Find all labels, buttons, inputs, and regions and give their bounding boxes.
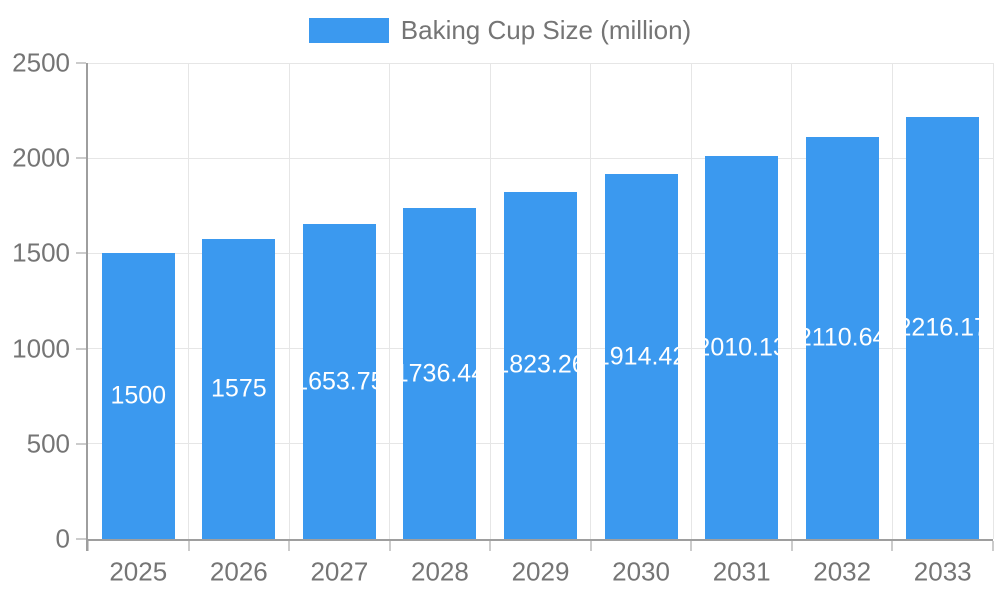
x-axis-tick (187, 541, 190, 551)
legend-label: Baking Cup Size (million) (400, 15, 692, 45)
y-axis-tick (76, 157, 86, 160)
y-gridline (88, 157, 993, 159)
x-gridline (188, 63, 190, 539)
x-axis-tick (790, 541, 793, 551)
bar[interactable]: 2010.13 (705, 156, 779, 539)
y-axis-tick-label: 2000 (12, 142, 70, 173)
bar-value-label: 1914.42 (605, 342, 678, 371)
x-axis-tick-label: 2025 (109, 556, 168, 587)
legend-swatch (308, 18, 389, 43)
x-gridline (992, 63, 994, 539)
x-axis-tick (489, 541, 492, 551)
x-gridline (791, 63, 793, 539)
y-axis-tick-label: 0 (55, 523, 70, 554)
x-axis-tick (992, 541, 994, 551)
x-gridline (590, 63, 592, 539)
x-gridline (891, 63, 893, 539)
y-axis-tick-label: 1000 (12, 333, 70, 364)
y-axis-tick-label: 1500 (12, 237, 70, 268)
bar[interactable]: 1575 (202, 239, 276, 539)
x-axis-tick-label: 2026 (209, 556, 268, 587)
x-gridline (389, 63, 391, 539)
bar-value-label: 1575 (211, 374, 267, 403)
bar-value-label: 1823.26 (504, 350, 577, 379)
bar-value-label: 2010.13 (705, 333, 778, 362)
bar-value-label: 1500 (110, 381, 167, 410)
bar[interactable]: 2110.64 (805, 137, 879, 539)
x-axis-tick-label: 2028 (411, 556, 469, 587)
bar-value-label: 1736.44 (403, 359, 476, 388)
bar[interactable]: 1914.42 (604, 174, 678, 539)
x-axis-tick-label: 2033 (913, 556, 972, 587)
x-axis-tick-label: 2032 (813, 556, 872, 587)
bar-value-label: 2110.64 (806, 323, 879, 352)
y-axis-tick (76, 538, 86, 540)
y-axis-tick (76, 62, 86, 64)
x-axis-tick (87, 541, 89, 551)
x-axis-tick-label: 2030 (612, 556, 670, 587)
x-axis-tick (288, 541, 291, 551)
x-gridline (288, 63, 290, 539)
bar[interactable]: 1653.75 (302, 224, 376, 539)
bar[interactable]: 1736.44 (403, 208, 477, 539)
x-axis-tick (891, 541, 894, 551)
y-axis-line (86, 63, 88, 551)
y-axis-tick (76, 347, 86, 350)
x-axis-tick (388, 541, 391, 551)
x-axis-tick (589, 541, 592, 551)
x-axis-tick-label: 2031 (712, 556, 771, 587)
x-axis-line (86, 539, 993, 541)
y-axis-tick (76, 252, 86, 255)
x-axis-tick (690, 541, 693, 551)
y-axis-tick-label: 2500 (12, 47, 70, 78)
y-axis-tick-label: 500 (26, 428, 70, 459)
x-axis-tick-label: 2027 (310, 556, 369, 587)
bar-value-label: 1653.75 (303, 367, 376, 396)
legend-item[interactable]: Baking Cup Size (million) (0, 15, 1000, 45)
x-gridline (489, 63, 491, 539)
bar[interactable]: 1823.26 (504, 191, 577, 539)
x-gridline (690, 63, 692, 539)
y-axis-tick (76, 442, 86, 445)
bar[interactable]: 1500 (101, 253, 175, 539)
y-gridline (88, 62, 993, 64)
x-axis-tick-label: 2029 (511, 556, 570, 587)
